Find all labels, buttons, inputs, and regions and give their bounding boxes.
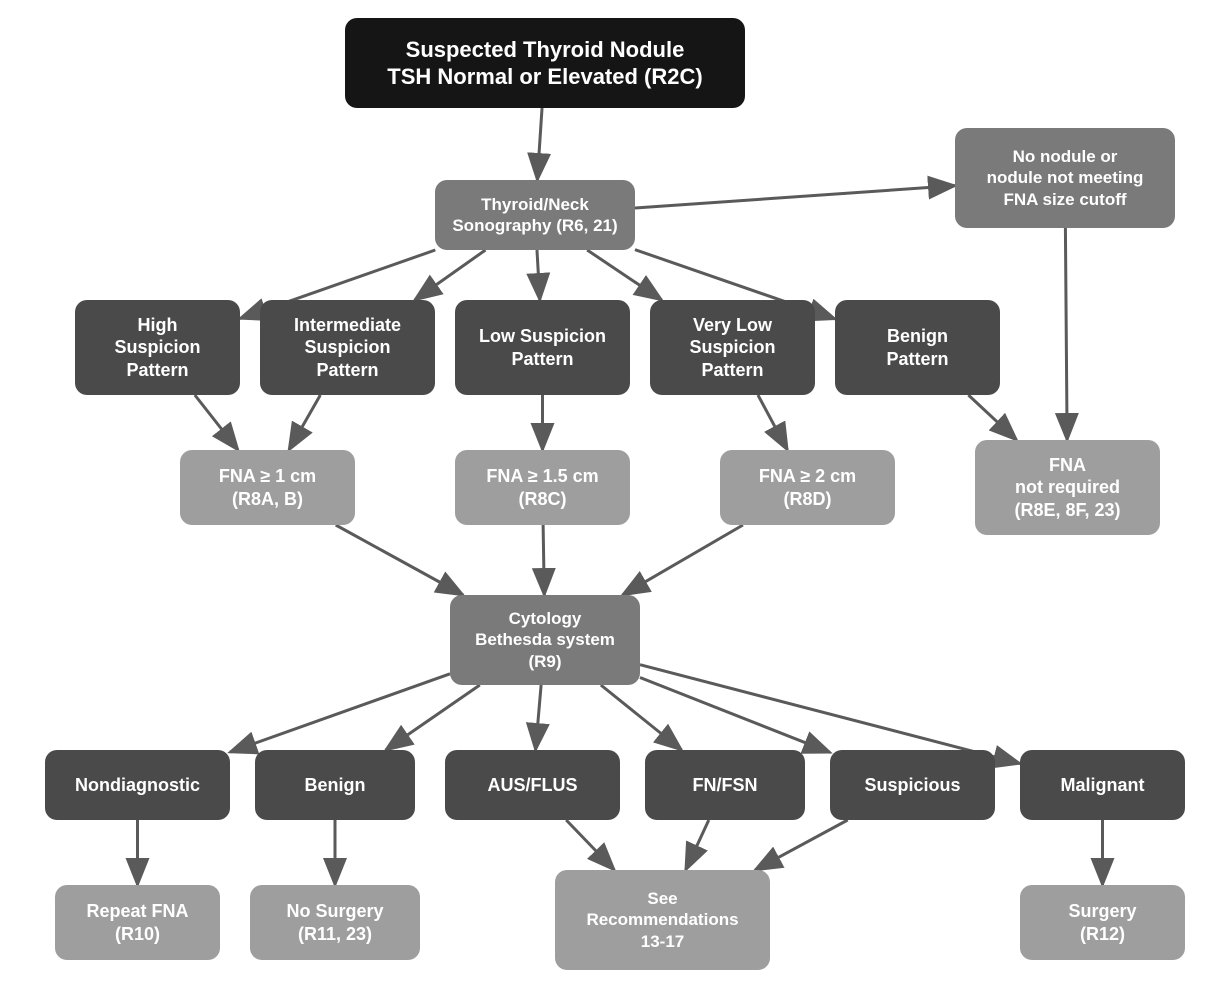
edge-inter-fna1	[289, 395, 320, 450]
node-low: Low Suspicion Pattern	[455, 300, 630, 395]
node-label: No nodule or nodule not meeting FNA size…	[987, 146, 1144, 210]
edge-no_nodule-fna_nr	[1065, 228, 1067, 440]
node-inter: Intermediate Suspicion Pattern	[260, 300, 435, 395]
node-label: Malignant	[1061, 774, 1145, 797]
edge-benign_pat-fna_nr	[968, 395, 1016, 440]
node-high: High Suspicion Pattern	[75, 300, 240, 395]
node-surgery: Surgery (R12)	[1020, 885, 1185, 960]
node-label: FNA ≥ 1 cm (R8A, B)	[219, 465, 316, 510]
node-fn: FN/FSN	[645, 750, 805, 820]
edge-aus-seerec	[566, 820, 614, 870]
edge-vlow-fna2	[758, 395, 787, 450]
node-malig: Malignant	[1020, 750, 1185, 820]
edge-sono-no_nodule	[635, 186, 955, 208]
node-label: FN/FSN	[693, 774, 758, 797]
node-label: Suspicious	[864, 774, 960, 797]
edge-high-fna1	[195, 395, 238, 450]
node-label: Surgery (R12)	[1068, 900, 1136, 945]
edge-cyto-fn	[601, 685, 682, 750]
node-label: Thyroid/Neck Sonography (R6, 21)	[452, 194, 617, 237]
edge-sono-low	[537, 250, 540, 300]
node-nosurg: No Surgery (R11, 23)	[250, 885, 420, 960]
node-fna15: FNA ≥ 1.5 cm (R8C)	[455, 450, 630, 525]
node-nondx: Nondiagnostic	[45, 750, 230, 820]
edge-fna15-cyto	[543, 525, 544, 595]
node-label: FNA not required (R8E, 8F, 23)	[1014, 454, 1120, 522]
edge-fna1-cyto	[336, 525, 463, 595]
edge-sono-inter	[415, 250, 486, 300]
node-label: FNA ≥ 1.5 cm (R8C)	[486, 465, 598, 510]
node-label: Very Low Suspicion Pattern	[689, 314, 775, 382]
node-label: No Surgery (R11, 23)	[286, 900, 383, 945]
edge-cyto-susp	[640, 677, 830, 752]
node-seerec: See Recommendations 13-17	[555, 870, 770, 970]
edge-cyto-benign	[386, 685, 480, 750]
node-label: Intermediate Suspicion Pattern	[294, 314, 401, 382]
node-fna2: FNA ≥ 2 cm (R8D)	[720, 450, 895, 525]
node-label: Repeat FNA (R10)	[86, 900, 188, 945]
node-sono: Thyroid/Neck Sonography (R6, 21)	[435, 180, 635, 250]
edge-root-sono	[537, 108, 542, 180]
node-repeat: Repeat FNA (R10)	[55, 885, 220, 960]
node-label: Suspected Thyroid Nodule TSH Normal or E…	[387, 36, 702, 91]
node-label: FNA ≥ 2 cm (R8D)	[759, 465, 856, 510]
node-label: Nondiagnostic	[75, 774, 200, 797]
edge-cyto-nondx	[230, 674, 450, 752]
node-label: Cytology Bethesda system (R9)	[475, 608, 615, 672]
node-label: High Suspicion Pattern	[114, 314, 200, 382]
node-fna1: FNA ≥ 1 cm (R8A, B)	[180, 450, 355, 525]
node-benign: Benign	[255, 750, 415, 820]
node-label: Low Suspicion Pattern	[479, 325, 606, 370]
edge-cyto-malig	[640, 665, 1020, 764]
edge-cyto-aus	[536, 685, 542, 750]
node-label: Benign	[305, 774, 366, 797]
node-benign_pat: Benign Pattern	[835, 300, 1000, 395]
node-label: AUS/FLUS	[488, 774, 578, 797]
node-susp: Suspicious	[830, 750, 995, 820]
edge-sono-vlow	[587, 250, 662, 300]
node-label: Benign Pattern	[886, 325, 948, 370]
edge-fna2-cyto	[622, 525, 742, 595]
edge-fn-seerec	[686, 820, 709, 870]
node-no_nodule: No nodule or nodule not meeting FNA size…	[955, 128, 1175, 228]
edge-susp-seerec	[755, 820, 848, 870]
node-vlow: Very Low Suspicion Pattern	[650, 300, 815, 395]
node-aus: AUS/FLUS	[445, 750, 620, 820]
node-root: Suspected Thyroid Nodule TSH Normal or E…	[345, 18, 745, 108]
node-label: See Recommendations 13-17	[586, 888, 738, 952]
node-fna_nr: FNA not required (R8E, 8F, 23)	[975, 440, 1160, 535]
node-cyto: Cytology Bethesda system (R9)	[450, 595, 640, 685]
